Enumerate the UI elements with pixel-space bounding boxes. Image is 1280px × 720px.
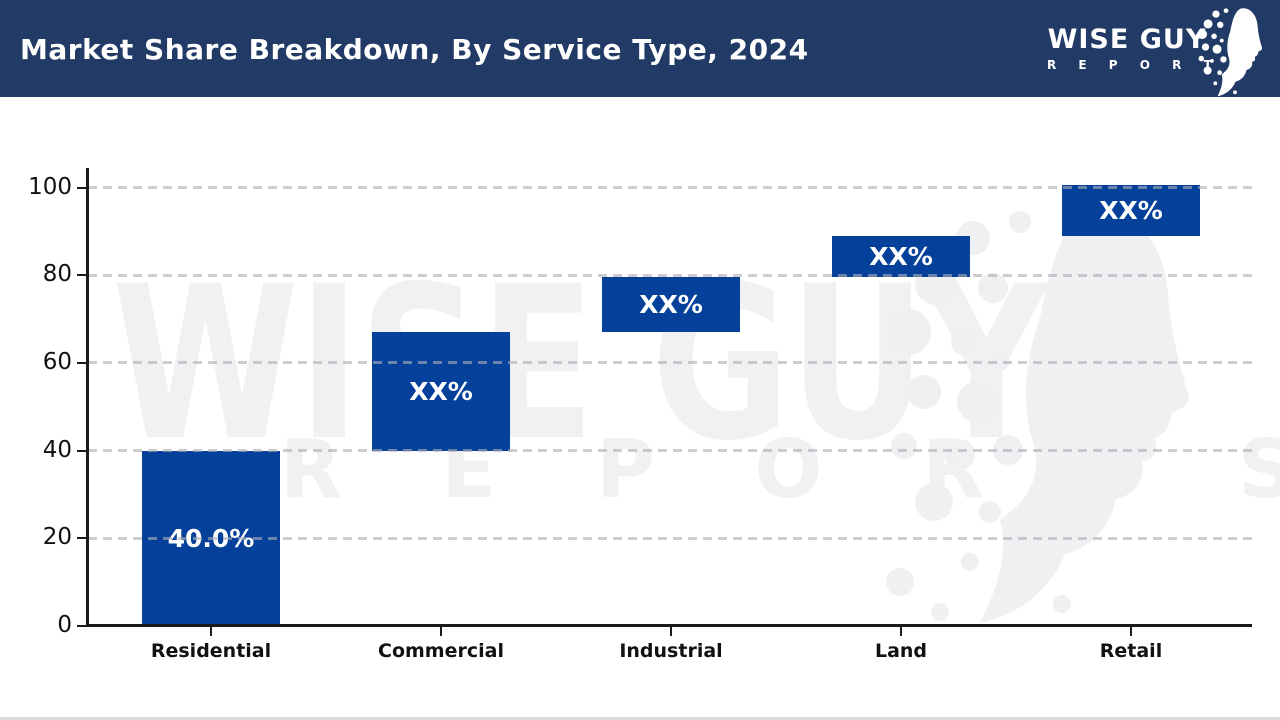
y-axis-tick-40 [77,449,86,452]
y-axis-label-60: 60 [42,348,72,375]
x-axis-label-industrial: Industrial [619,640,723,662]
bar-value-label-land: XX% [869,242,933,272]
bar-value-label-commercial: XX% [409,376,473,406]
x-axis-line [86,624,1252,627]
x-axis-tick-commercial [440,627,442,636]
y-axis-label-40: 40 [42,436,72,463]
gridline-20 [88,536,1252,540]
x-axis-tick-retail [1130,627,1132,636]
bar-retail: XX% [1062,185,1200,236]
gridline-40 [88,449,1252,453]
x-axis-tick-land [900,627,902,636]
bar-value-label-retail: XX% [1099,196,1163,225]
x-axis-tick-industrial [670,627,672,636]
x-axis-label-commercial: Commercial [378,640,504,662]
y-axis-tick-80 [77,274,86,277]
y-axis-line [86,168,89,627]
wiseguy-head-profile-dots-icon [1197,8,1263,97]
bar-value-label-industrial: XX% [639,290,703,320]
bar-land: XX% [832,235,970,278]
gridline-60 [88,361,1252,365]
x-axis-label-land: Land [874,640,928,662]
gridline-80 [88,273,1252,277]
logo-wiseguy-label: WISE GUY [1047,24,1207,55]
logo-reports-label: R E P O R T S [1047,58,1252,72]
y-axis-label-80: 80 [42,261,72,288]
x-axis-tick-residential [210,627,212,636]
y-axis-tick-60 [77,361,86,364]
header-bar: Market Share Breakdown, By Service Type,… [0,0,1280,97]
y-axis-label-0: 0 [57,612,72,638]
x-axis-label-retail: Retail [1099,640,1163,662]
x-axis-label-residential: Residential [150,640,272,662]
gridline-100 [88,186,1252,189]
bar-industrial: XX% [602,277,740,333]
plot-area: 0 20 40 60 80 100 40.0% Residential XX% Commercia… [0,97,1280,717]
y-axis-label-20: 20 [42,524,72,551]
y-axis-tick-100 [77,186,86,189]
wiseguy-logo: WISE GUY R E P O R T S [1038,8,1278,97]
bar-commercial: XX% [372,332,510,451]
y-axis-label-100: 100 [28,173,72,200]
bottom-border-strip [0,717,1280,720]
page-title: Market Share Breakdown, By Service Type,… [20,33,809,66]
y-axis-tick-20 [77,537,86,540]
logo-text: WISE GUY R E P O R T S [1038,24,1252,72]
y-axis-tick-0 [77,625,86,627]
